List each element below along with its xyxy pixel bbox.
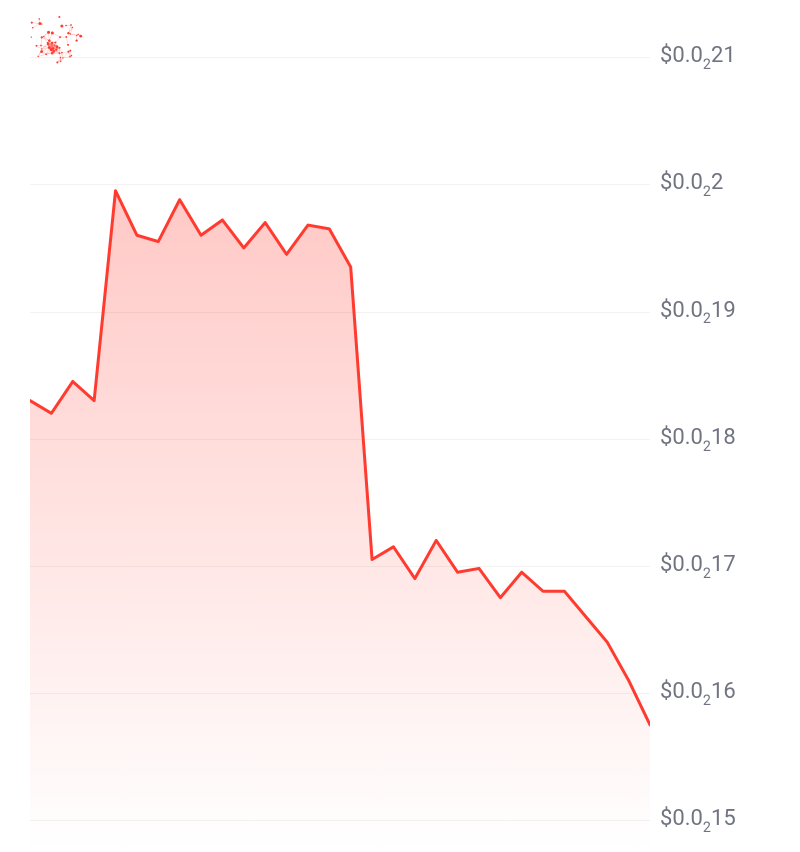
y-axis-labels: $0.0215 $0.0216 $0.0217 $0.0218 $0.0219 $0.02… — [660, 0, 800, 852]
y-axis-tick-label: $0.022 — [660, 170, 723, 198]
token-logo-icon — [28, 8, 100, 80]
y-axis-tick-label: $0.0215 — [660, 806, 736, 834]
chart-svg — [30, 0, 650, 852]
y-axis-tick-label: $0.0217 — [660, 552, 736, 580]
y-axis-tick-label: $0.0219 — [660, 297, 736, 325]
y-axis-tick-label: $0.0218 — [660, 425, 736, 453]
chart-area-fill — [30, 191, 650, 852]
y-axis-tick-label: $0.0221 — [660, 43, 736, 71]
plot-area — [30, 0, 650, 852]
y-axis-tick-label: $0.0216 — [660, 679, 736, 707]
price-chart: $0.0215 $0.0216 $0.0217 $0.0218 $0.0219 $0.02… — [0, 0, 800, 852]
